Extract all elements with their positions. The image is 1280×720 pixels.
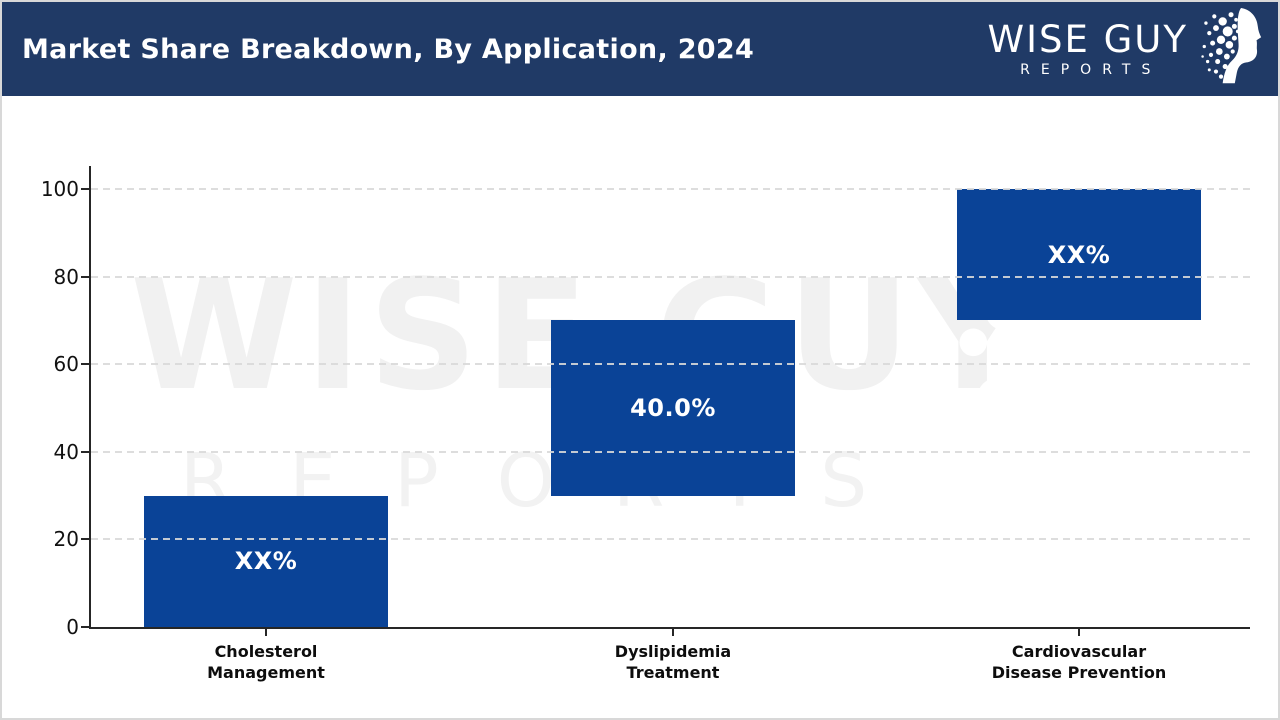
header-bar: Market Share Breakdown, By Application, …	[2, 2, 1278, 96]
bar-value-label: XX%	[1047, 240, 1111, 269]
wiseguy-logo-text: WISE GUY REPORTS	[988, 21, 1188, 78]
wiseguy-logo: WISE GUY REPORTS	[988, 3, 1264, 95]
y-tick-mark-100	[81, 188, 89, 190]
y-tick-mark-40	[81, 450, 89, 453]
bar-value-label: XX%	[234, 547, 298, 576]
bar-cardiovascular-disease-prevention: XX%	[957, 189, 1201, 321]
y-tick-label-100: 100	[40, 177, 79, 201]
x-category-label-line: Dyslipidemia	[614, 642, 732, 661]
x-category-label-line: Treatment	[626, 663, 720, 682]
y-tick-mark-60	[81, 363, 89, 366]
x-axis-line	[89, 627, 1250, 629]
x-category-label-line: Cholesterol	[214, 642, 318, 661]
bar-dyslipidemia-treatment: 40.0%	[551, 320, 795, 496]
y-tick-label-0: 0	[66, 615, 79, 639]
y-axis-line	[89, 166, 91, 629]
x-category-label-line: Disease Prevention	[991, 663, 1167, 682]
y-tick-label-20: 20	[53, 527, 79, 552]
x-tick-mark-1	[672, 629, 674, 636]
wiseguy-logo-wordmark: WISE GUY	[987, 17, 1188, 61]
gridline-100	[91, 188, 1250, 190]
wiseguy-face-icon	[1201, 8, 1262, 84]
gridline-40	[91, 450, 1250, 453]
y-tick-mark-0	[81, 626, 89, 628]
y-tick-mark-20	[81, 538, 89, 541]
page-title: Market Share Breakdown, By Application, …	[22, 33, 755, 65]
x-tick-mark-2	[1078, 629, 1080, 636]
gridline-60	[91, 363, 1250, 366]
x-category-label-line: Management	[207, 663, 325, 682]
y-tick-label-60: 60	[53, 352, 79, 377]
x-category-label-line: Cardiovascular	[1011, 642, 1147, 661]
x-category-label-dyslipidemia-treatment: Dyslipidemia Treatment	[513, 641, 833, 683]
x-category-label-cholesterol-management: Cholesterol Management	[106, 641, 426, 683]
x-category-label-cardiovascular-disease-prevention: Cardiovascular Disease Prevention	[919, 641, 1239, 683]
gridline-80	[91, 275, 1250, 278]
gridline-20	[91, 538, 1250, 541]
bar-cholesterol-management: XX%	[144, 495, 388, 627]
wiseguy-logo-subtitle: REPORTS	[1020, 61, 1162, 78]
y-tick-mark-80	[81, 275, 89, 278]
bar-value-label: 40.0%	[630, 393, 716, 422]
y-tick-label-80: 80	[53, 264, 79, 289]
y-tick-label-40: 40	[53, 439, 79, 464]
x-tick-mark-0	[265, 629, 267, 636]
